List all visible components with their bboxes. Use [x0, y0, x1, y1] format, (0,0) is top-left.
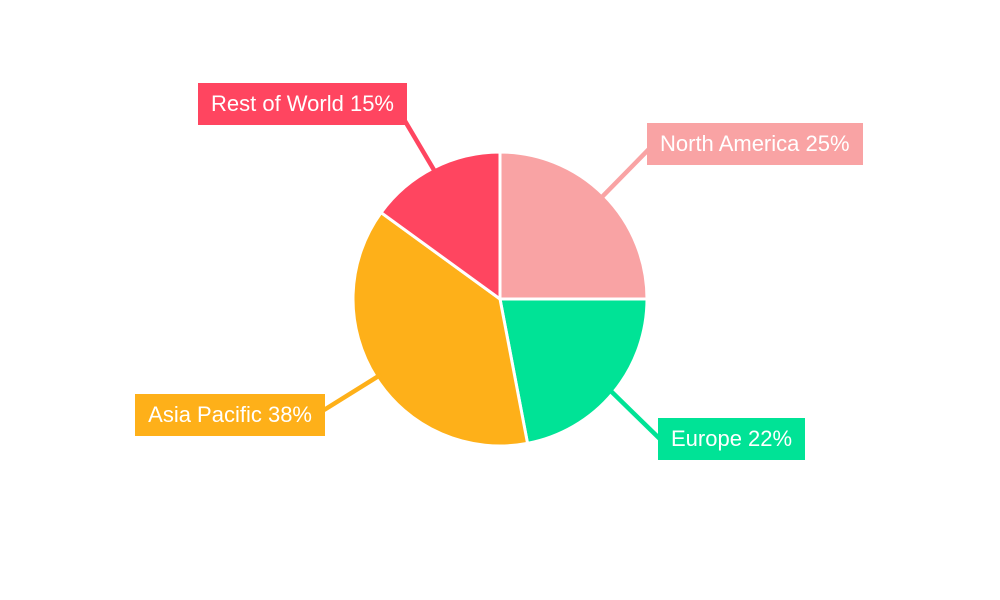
pie-label-europe: Europe 22% [658, 418, 806, 460]
pie-label-line-asia-pacific [322, 372, 383, 412]
pie-label-asia-pacific: Asia Pacific 38% [135, 394, 325, 436]
pie-label-north-america: North America 25% [647, 123, 863, 165]
pie-label-line-europe [607, 387, 663, 442]
pie-label-line-north-america [598, 146, 652, 201]
pie-label-line-rest-of-world [403, 119, 438, 175]
pie-label-rest-of-world: Rest of World 15% [197, 83, 407, 125]
